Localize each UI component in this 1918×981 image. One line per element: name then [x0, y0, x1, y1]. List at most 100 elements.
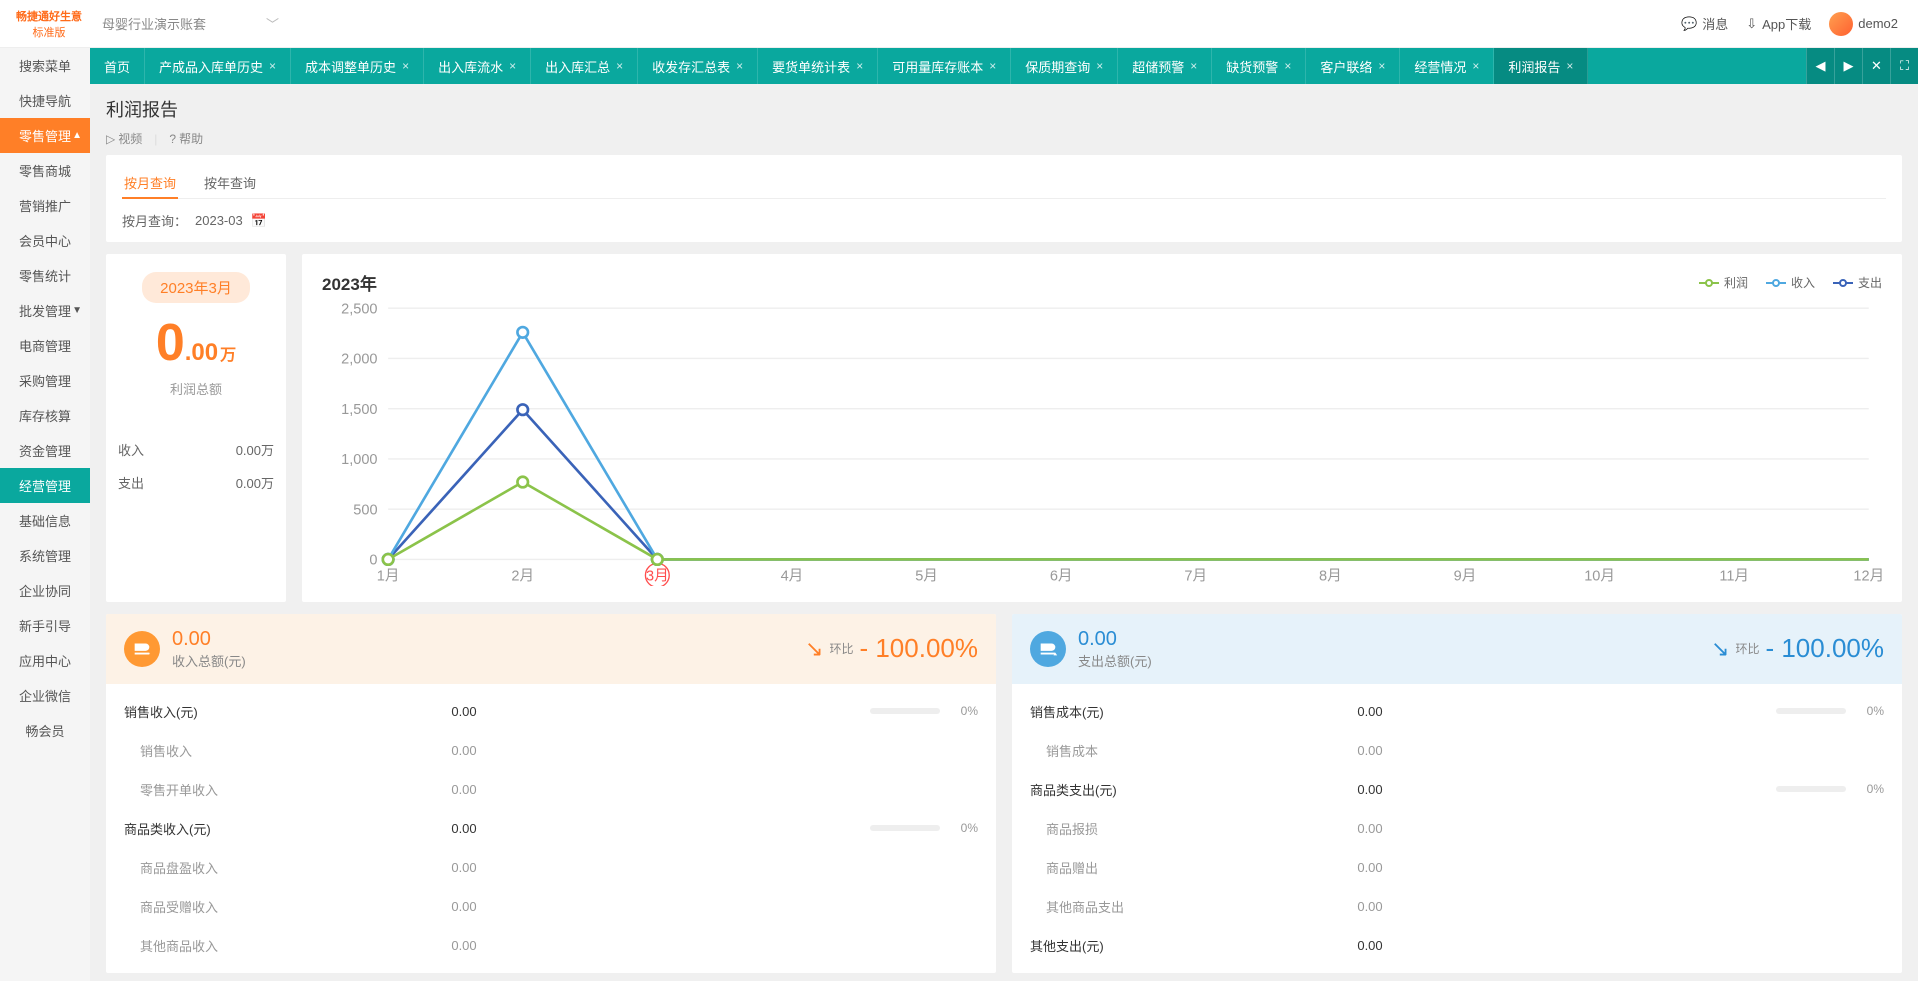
- row-value: 0.00: [1270, 860, 1470, 875]
- close-icon[interactable]: ×: [1190, 59, 1197, 73]
- sidebar-item[interactable]: 库存核算: [0, 398, 90, 433]
- sidebar-item[interactable]: 零售管理▲: [0, 118, 90, 153]
- sidebar-item[interactable]: 系统管理: [0, 538, 90, 573]
- sidebar-item[interactable]: 批发管理▼: [0, 293, 90, 328]
- sidebar-item[interactable]: 营销推广: [0, 188, 90, 223]
- income-titles: 0.00 收入总额(元): [172, 628, 246, 670]
- sidebar-item-label: 资金管理: [19, 441, 71, 460]
- row-pct: 0%: [1856, 704, 1884, 718]
- sidebar-item-label: 企业微信: [19, 686, 71, 705]
- expense-titles: 0.00 支出总额(元): [1078, 628, 1152, 670]
- legend-income: 收入: [1766, 274, 1815, 291]
- sidebar-item[interactable]: 企业微信: [0, 678, 90, 713]
- income-value: 0.00万: [236, 440, 274, 459]
- tab-bar: 首页产成品入库单历史×成本调整单历史×出入库流水×出入库汇总×收发存汇总表×要货…: [90, 48, 1918, 84]
- close-icon[interactable]: ×: [736, 59, 743, 73]
- account-selector[interactable]: 母婴行业演示账套 ﹀: [90, 14, 1681, 33]
- tab-label: 超储预警: [1132, 57, 1184, 76]
- tab[interactable]: 客户联络×: [1306, 48, 1400, 84]
- tab[interactable]: 缺货预警×: [1212, 48, 1306, 84]
- close-icon[interactable]: ×: [509, 59, 516, 73]
- filter-value: 2023-03: [195, 213, 243, 228]
- tab[interactable]: 经营情况×: [1400, 48, 1494, 84]
- user-menu[interactable]: demo2: [1829, 12, 1898, 36]
- detail-row: 商品类支出(元)0.000%: [1030, 770, 1884, 809]
- legend-expense: 支出: [1833, 274, 1882, 291]
- tab[interactable]: 收发存汇总表×: [638, 48, 758, 84]
- income-label: 收入: [118, 440, 144, 459]
- tab[interactable]: 成本调整单历史×: [291, 48, 424, 84]
- sidebar-item[interactable]: 新手引导: [0, 608, 90, 643]
- sidebar-item-label: 系统管理: [19, 546, 71, 565]
- close-icon[interactable]: ×: [1378, 59, 1385, 73]
- ratio-label: 环比: [829, 640, 853, 657]
- row-name: 销售成本(元): [1030, 702, 1270, 721]
- profit-dec: .00: [185, 339, 218, 367]
- messages-button[interactable]: 💬 消息: [1681, 14, 1728, 33]
- download-icon: ⇩: [1746, 16, 1757, 32]
- tab[interactable]: 可用量库存账本×: [878, 48, 1011, 84]
- sidebar-item[interactable]: 畅会员: [0, 713, 90, 748]
- video-link[interactable]: ▷视频: [106, 130, 142, 147]
- sidebar-item[interactable]: 快捷导航: [0, 83, 90, 118]
- close-icon[interactable]: ×: [856, 59, 863, 73]
- sidebar-item[interactable]: 企业协同: [0, 573, 90, 608]
- tab[interactable]: 利润报告×: [1494, 48, 1588, 84]
- svg-text:500: 500: [353, 502, 377, 518]
- chevron-down-icon: ﹀: [266, 14, 279, 33]
- tab-scroll-right-button[interactable]: ▶: [1834, 48, 1862, 84]
- sidebar-item[interactable]: 搜索菜单: [0, 48, 90, 83]
- fullscreen-button[interactable]: ⛶: [1890, 48, 1918, 84]
- close-icon[interactable]: ×: [1566, 59, 1573, 73]
- sidebar-item[interactable]: 零售统计: [0, 258, 90, 293]
- row-name: 商品报损: [1030, 819, 1270, 838]
- sidebar-item[interactable]: 采购管理: [0, 363, 90, 398]
- sidebar-item[interactable]: 应用中心: [0, 643, 90, 678]
- tab[interactable]: 出入库流水×: [424, 48, 531, 84]
- expense-value: 0.00万: [236, 473, 274, 492]
- detail-row: 其他支出(元)0.00: [1030, 926, 1884, 965]
- tab-label: 首页: [104, 57, 130, 76]
- expense-card-header: 0.00 支出总额(元) ↘ 环比 - 100.00%: [1012, 614, 1902, 684]
- row-value: 0.00: [364, 821, 564, 836]
- subtab-yearly[interactable]: 按年查询: [202, 167, 258, 198]
- close-icon[interactable]: ×: [616, 59, 623, 73]
- sidebar-item[interactable]: 基础信息: [0, 503, 90, 538]
- tab[interactable]: 首页: [90, 48, 145, 84]
- tab[interactable]: 出入库汇总×: [531, 48, 638, 84]
- sidebar-item[interactable]: 会员中心: [0, 223, 90, 258]
- calendar-icon[interactable]: 📅: [251, 213, 267, 229]
- svg-text:4月: 4月: [781, 569, 804, 585]
- tab-label: 要货单统计表: [772, 57, 850, 76]
- message-icon: 💬: [1681, 16, 1697, 32]
- close-icon[interactable]: ×: [1096, 59, 1103, 73]
- sidebar-item[interactable]: 零售商城: [0, 153, 90, 188]
- tab[interactable]: 保质期查询×: [1011, 48, 1118, 84]
- subtab-monthly[interactable]: 按月查询: [122, 167, 178, 198]
- close-icon[interactable]: ×: [1284, 59, 1291, 73]
- row-bar: 0%: [1470, 782, 1884, 796]
- close-icon[interactable]: ×: [269, 59, 276, 73]
- legend-profit: 利润: [1699, 274, 1748, 291]
- detail-row: 商品盘盈收入0.00: [124, 848, 978, 887]
- tab[interactable]: 要货单统计表 ×: [758, 48, 878, 84]
- progress-bar: [870, 825, 940, 831]
- sidebar-item[interactable]: 经营管理: [0, 468, 90, 503]
- svg-text:12月: 12月: [1853, 569, 1882, 585]
- close-icon[interactable]: ×: [402, 59, 409, 73]
- close-icon[interactable]: ×: [989, 59, 996, 73]
- sidebar-item[interactable]: 电商管理: [0, 328, 90, 363]
- avatar: [1829, 12, 1853, 36]
- help-link[interactable]: ?帮助: [169, 130, 203, 147]
- tab[interactable]: 产成品入库单历史×: [145, 48, 291, 84]
- row-name: 其他商品收入: [124, 936, 364, 955]
- sidebar-item-label: 零售商城: [19, 161, 71, 180]
- tab-close-all-button[interactable]: ✕: [1862, 48, 1890, 84]
- tab-scroll-left-button[interactable]: ◀: [1806, 48, 1834, 84]
- close-icon[interactable]: ×: [1472, 59, 1479, 73]
- svg-text:3月: 3月: [646, 569, 669, 585]
- tab[interactable]: 超储预警 ×: [1118, 48, 1212, 84]
- sidebar-item[interactable]: 资金管理: [0, 433, 90, 468]
- logo: 畅捷通好生意 标准版: [0, 8, 90, 40]
- app-download-button[interactable]: ⇩ App下载: [1746, 14, 1811, 33]
